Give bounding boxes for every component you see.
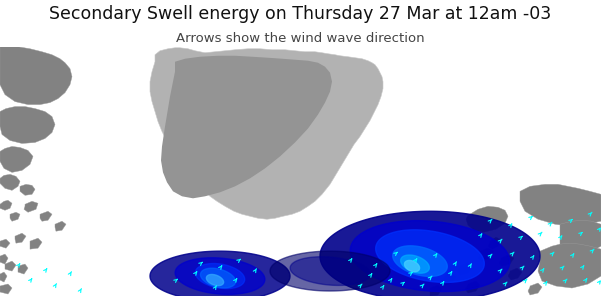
- Polygon shape: [538, 243, 601, 288]
- Polygon shape: [0, 272, 7, 282]
- Polygon shape: [270, 251, 390, 291]
- Polygon shape: [488, 237, 500, 249]
- Polygon shape: [404, 260, 419, 272]
- Polygon shape: [18, 264, 28, 274]
- Polygon shape: [466, 206, 508, 232]
- Polygon shape: [15, 233, 26, 243]
- Polygon shape: [0, 174, 20, 190]
- Polygon shape: [0, 254, 8, 264]
- Polygon shape: [0, 239, 10, 248]
- Polygon shape: [201, 268, 236, 288]
- Polygon shape: [40, 211, 52, 221]
- Polygon shape: [401, 255, 429, 273]
- Text: Secondary Swell energy on Thursday 27 Mar at 12am -03: Secondary Swell energy on Thursday 27 Ma…: [49, 5, 552, 23]
- Polygon shape: [5, 261, 16, 271]
- Polygon shape: [508, 268, 522, 280]
- Polygon shape: [195, 263, 245, 289]
- Polygon shape: [350, 221, 510, 292]
- Polygon shape: [499, 255, 514, 266]
- Polygon shape: [150, 48, 383, 219]
- Text: Arrows show the wind wave direction: Arrows show the wind wave direction: [176, 32, 425, 45]
- Polygon shape: [0, 200, 12, 210]
- Polygon shape: [520, 184, 601, 226]
- Polygon shape: [290, 257, 370, 285]
- Polygon shape: [55, 221, 66, 231]
- Polygon shape: [320, 211, 540, 296]
- Polygon shape: [24, 201, 38, 212]
- Polygon shape: [30, 238, 42, 249]
- Polygon shape: [0, 147, 33, 172]
- Polygon shape: [442, 273, 456, 285]
- Polygon shape: [528, 283, 542, 295]
- Polygon shape: [0, 107, 55, 144]
- Polygon shape: [558, 220, 601, 254]
- Polygon shape: [10, 212, 20, 221]
- Polygon shape: [376, 230, 484, 282]
- Polygon shape: [206, 274, 224, 286]
- Polygon shape: [0, 284, 12, 294]
- Polygon shape: [457, 263, 472, 275]
- Polygon shape: [430, 285, 442, 296]
- Polygon shape: [478, 248, 494, 261]
- Polygon shape: [465, 281, 480, 293]
- Polygon shape: [392, 246, 447, 276]
- Polygon shape: [150, 251, 290, 296]
- Polygon shape: [20, 184, 35, 195]
- Polygon shape: [0, 47, 72, 104]
- Polygon shape: [175, 258, 265, 294]
- Polygon shape: [161, 56, 332, 198]
